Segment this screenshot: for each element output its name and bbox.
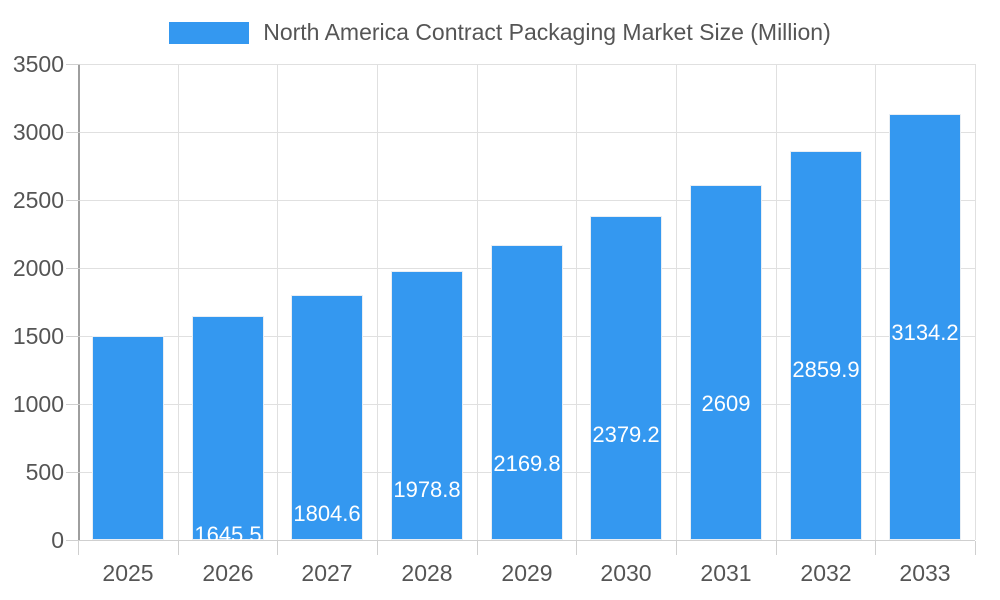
gridline-vertical: [776, 64, 777, 540]
y-axis-tick-mark: [66, 64, 80, 65]
y-axis-tick-label: 3000: [12, 119, 64, 145]
gridline-vertical: [875, 64, 876, 540]
x-axis-tick-mark: [78, 541, 79, 555]
y-axis-tick-mark: [66, 132, 80, 133]
gridline-horizontal: [78, 200, 975, 201]
x-axis-tick-label: 2027: [301, 560, 353, 586]
y-axis-tick-mark: [66, 268, 80, 269]
x-axis-tick-mark: [975, 541, 976, 555]
x-axis-tick-label: 2025: [102, 560, 154, 586]
gridline-horizontal: [78, 64, 975, 65]
y-axis-tick-mark: [66, 336, 80, 337]
bar[interactable]: [889, 114, 961, 540]
bar-value-label: 2609: [701, 391, 751, 416]
bar-value-label: 1804.6: [293, 501, 361, 526]
y-axis-tick-label: 1500: [12, 323, 64, 349]
bar-value-label: 2379.2: [592, 422, 660, 447]
y-axis-spine: [78, 64, 80, 541]
x-axis-baseline: [78, 540, 975, 541]
gridline-vertical: [576, 64, 577, 540]
bar[interactable]: [391, 271, 463, 540]
x-axis-tick-label: 2032: [800, 560, 852, 586]
legend-color-swatch: [169, 21, 250, 44]
gridline-vertical: [277, 64, 278, 540]
chart-legend: North America Contract Packaging Market …: [0, 10, 1000, 55]
bar[interactable]: [192, 316, 264, 540]
x-axis-tick-mark: [377, 541, 378, 555]
x-axis-tick-mark: [875, 541, 876, 555]
bar[interactable]: [92, 336, 164, 540]
gridline-horizontal: [78, 132, 975, 133]
x-axis-tick-label: 2028: [401, 560, 453, 586]
y-axis-tick-label: 0: [51, 527, 64, 553]
x-axis-tick-mark: [277, 541, 278, 555]
bar-value-label: 3134.2: [891, 320, 959, 345]
gridline-vertical: [975, 64, 976, 540]
bar[interactable]: [790, 151, 862, 540]
bar-value-label: 2859.9: [792, 357, 860, 382]
x-axis-tick-label: 2029: [501, 560, 553, 586]
gridline-vertical: [377, 64, 378, 540]
plot-area: 1500 1645.5 1804.6 1978.8 2169.8 2379.2 2609 28…: [78, 64, 976, 566]
legend-label: North America Contract Packaging Market …: [263, 19, 831, 45]
gridline-vertical: [477, 64, 478, 540]
x-axis-tick-label: 2033: [899, 560, 951, 586]
x-axis-tick-mark: [776, 541, 777, 555]
y-axis-tick-mark: [66, 404, 80, 405]
bar-value-label: 1500: [103, 542, 153, 567]
y-axis-tick-label: 500: [25, 459, 64, 485]
gridline-vertical: [676, 64, 677, 540]
bar[interactable]: [291, 295, 363, 540]
bar[interactable]: [690, 185, 762, 540]
y-axis-tick-mark: [66, 472, 80, 473]
bar-value-label: 2169.8: [493, 451, 561, 476]
y-axis-tick-label: 1000: [12, 391, 64, 417]
x-axis-tick-label: 2031: [700, 560, 752, 586]
y-axis-tick-label: 3500: [12, 51, 64, 77]
x-axis-tick-label: 2030: [600, 560, 652, 586]
x-axis-tick-mark: [477, 541, 478, 555]
gridline-vertical: [178, 64, 179, 540]
bar[interactable]: [590, 216, 662, 540]
y-axis-tick-label: 2500: [12, 187, 64, 213]
bar-value-label: 1645.5: [194, 522, 262, 547]
y-axis-tick-label: 2000: [12, 255, 64, 281]
x-axis-tick-mark: [576, 541, 577, 555]
bar[interactable]: [491, 245, 563, 540]
bar-value-label: 1978.8: [393, 477, 461, 502]
x-axis-tick-label: 2026: [202, 560, 254, 586]
y-axis-tick-mark: [66, 200, 80, 201]
x-axis-tick-mark: [676, 541, 677, 555]
y-axis-tick-mark: [66, 540, 80, 541]
x-axis-tick-mark: [178, 541, 179, 555]
